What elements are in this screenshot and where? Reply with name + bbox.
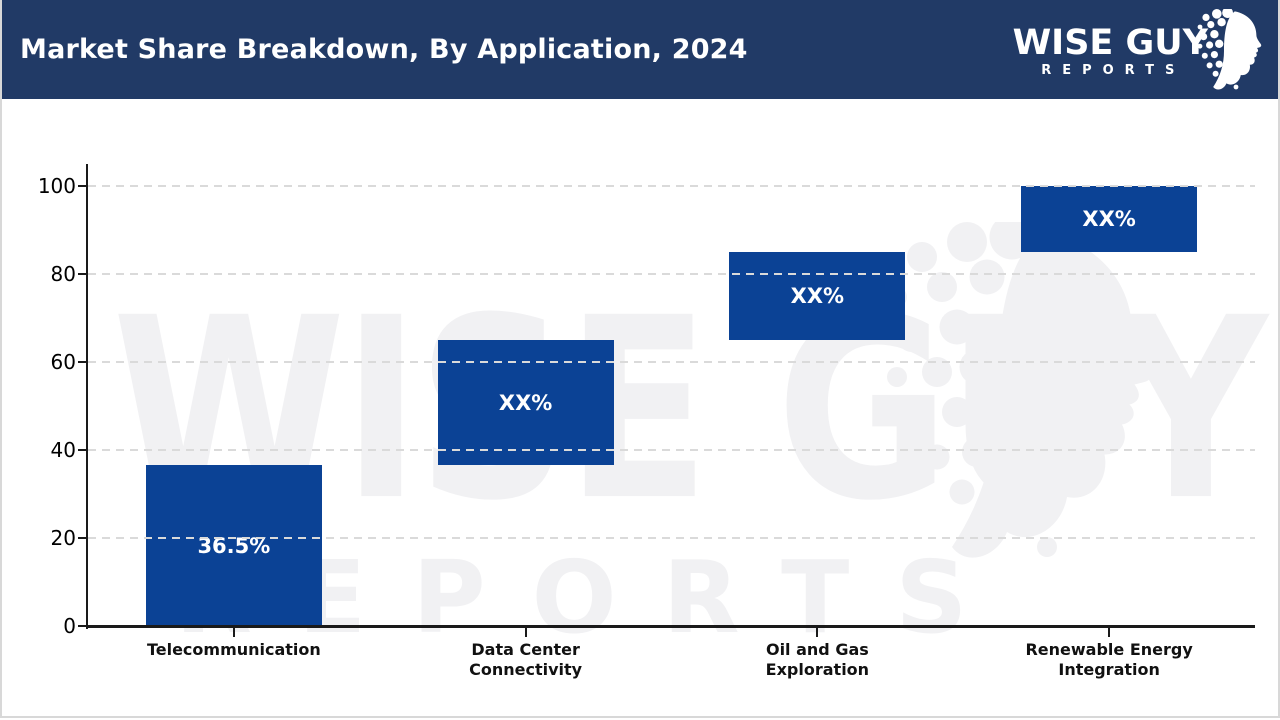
bar: XX% <box>437 340 614 466</box>
gridline <box>88 449 1255 451</box>
x-category-label: Data Center Connectivity <box>469 640 583 679</box>
bar: XX% <box>1021 186 1198 252</box>
y-tick-label: 0 <box>63 614 76 638</box>
dotted-face-icon <box>1197 9 1262 90</box>
x-tick <box>816 628 819 637</box>
x-tick <box>232 628 235 637</box>
gridline <box>88 537 1255 539</box>
x-category-label: Telecommunication <box>146 640 321 659</box>
y-tick-label: 20 <box>50 526 76 550</box>
y-tick <box>78 625 88 627</box>
page-title: Market Share Breakdown, By Application, … <box>20 34 748 65</box>
y-tick <box>78 449 88 451</box>
x-category-label: Oil and Gas Exploration <box>765 640 870 679</box>
y-tick <box>78 537 88 539</box>
wise-guy-reports-logo: WISE GUY REPORTS <box>1013 8 1266 94</box>
header-bar: Market Share Breakdown, By Application, … <box>0 0 1280 99</box>
y-tick-label: 100 <box>37 174 76 198</box>
x-tick <box>524 628 527 637</box>
bar: 36.5% <box>145 465 322 626</box>
y-tick <box>78 361 88 363</box>
x-tick <box>1108 628 1111 637</box>
y-tick <box>78 185 88 187</box>
y-axis <box>86 164 88 629</box>
x-category-label: Renewable Energy Integration <box>1025 640 1193 679</box>
logo-subtitle: REPORTS <box>1041 62 1186 78</box>
gridline <box>88 185 1255 187</box>
bar-value-label: XX% <box>1082 207 1136 231</box>
y-tick-label: 60 <box>50 350 76 374</box>
logo-wordmark: WISE GUY <box>1012 22 1208 63</box>
y-tick-label: 40 <box>50 438 76 462</box>
gridline <box>88 273 1255 275</box>
bar-value-label: XX% <box>790 284 845 308</box>
y-tick-label: 80 <box>50 262 76 286</box>
bar: XX% <box>729 252 906 340</box>
x-axis <box>86 625 1255 628</box>
y-tick <box>78 273 88 275</box>
bar-value-label: XX% <box>498 390 553 415</box>
gridline <box>88 361 1255 363</box>
